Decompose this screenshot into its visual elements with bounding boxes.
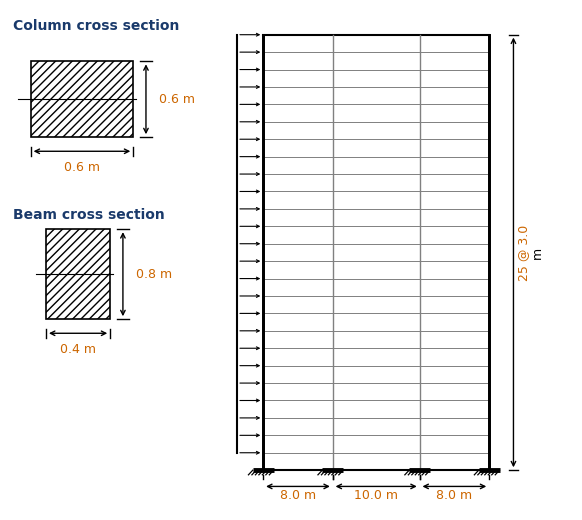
Text: Beam cross section: Beam cross section: [13, 208, 165, 222]
Text: m: m: [531, 246, 544, 258]
Text: 0.6 m: 0.6 m: [64, 161, 100, 174]
Bar: [31, 61, 133, 137]
Text: 0.8 m: 0.8 m: [136, 268, 172, 281]
Text: 8.0 m: 8.0 m: [280, 489, 316, 502]
Text: 25 @ 3.0: 25 @ 3.0: [517, 224, 530, 281]
Text: 10.0 m: 10.0 m: [354, 489, 398, 502]
Bar: [46, 229, 110, 319]
Text: Column cross section: Column cross section: [13, 19, 179, 33]
Text: 0.6 m: 0.6 m: [159, 93, 195, 106]
Text: 8.0 m: 8.0 m: [436, 489, 473, 502]
Text: 0.4 m: 0.4 m: [60, 343, 96, 356]
